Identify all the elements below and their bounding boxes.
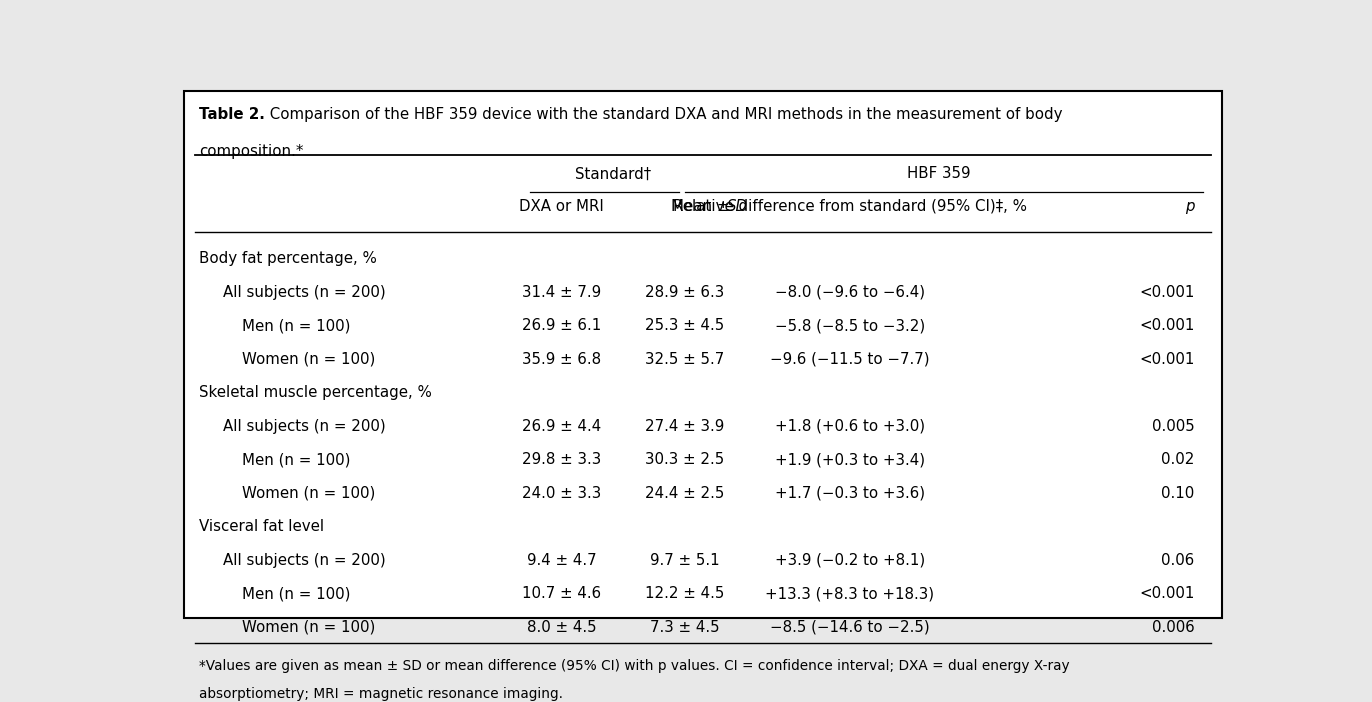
Text: 9.7 ± 5.1: 9.7 ± 5.1 [650, 553, 720, 568]
Text: Visceral fat level: Visceral fat level [199, 519, 324, 534]
Text: 12.2 ± 4.5: 12.2 ± 4.5 [645, 586, 724, 602]
Text: 24.4 ± 2.5: 24.4 ± 2.5 [645, 486, 724, 501]
Text: Standard†: Standard† [575, 166, 650, 181]
Text: 29.8 ± 3.3: 29.8 ± 3.3 [523, 452, 601, 468]
Text: Mean ±: Mean ± [671, 199, 734, 214]
Text: 0.06: 0.06 [1161, 553, 1195, 568]
Text: absorptiometry; MRI = magnetic resonance imaging.: absorptiometry; MRI = magnetic resonance… [199, 687, 563, 701]
Text: 9.4 ± 4.7: 9.4 ± 4.7 [527, 553, 597, 568]
Text: −5.8 (−8.5 to −3.2): −5.8 (−8.5 to −3.2) [775, 318, 925, 333]
Text: <0.001: <0.001 [1139, 285, 1195, 300]
Text: 31.4 ± 7.9: 31.4 ± 7.9 [523, 285, 601, 300]
Text: −9.6 (−11.5 to −7.7): −9.6 (−11.5 to −7.7) [770, 352, 930, 367]
Text: 10.7 ± 4.6: 10.7 ± 4.6 [523, 586, 601, 602]
Text: Women (n = 100): Women (n = 100) [241, 352, 375, 367]
Text: Table 2.: Table 2. [199, 107, 265, 122]
Text: +3.9 (−0.2 to +8.1): +3.9 (−0.2 to +8.1) [775, 553, 925, 568]
Text: <0.001: <0.001 [1139, 318, 1195, 333]
Text: Women (n = 100): Women (n = 100) [241, 620, 375, 635]
Text: Relative difference from standard (95% CI)‡, %: Relative difference from standard (95% C… [672, 199, 1026, 214]
Text: Skeletal muscle percentage, %: Skeletal muscle percentage, % [199, 385, 432, 400]
Text: HBF 359: HBF 359 [907, 166, 970, 181]
Text: *Values are given as mean ± SD or mean difference (95% CI) with p values. CI = c: *Values are given as mean ± SD or mean d… [199, 659, 1070, 673]
Text: All subjects (n = 200): All subjects (n = 200) [222, 285, 386, 300]
Text: +1.9 (+0.3 to +3.4): +1.9 (+0.3 to +3.4) [775, 452, 925, 468]
Text: 26.9 ± 4.4: 26.9 ± 4.4 [523, 419, 601, 434]
Text: 35.9 ± 6.8: 35.9 ± 6.8 [523, 352, 601, 367]
Text: composition.*: composition.* [199, 144, 303, 159]
Text: 25.3 ± 4.5: 25.3 ± 4.5 [645, 318, 724, 333]
Text: 7.3 ± 4.5: 7.3 ± 4.5 [650, 620, 720, 635]
Text: −8.5 (−14.6 to −2.5): −8.5 (−14.6 to −2.5) [770, 620, 930, 635]
Text: Men (n = 100): Men (n = 100) [241, 586, 350, 602]
Text: 32.5 ± 5.7: 32.5 ± 5.7 [645, 352, 724, 367]
Text: 0.02: 0.02 [1161, 452, 1195, 468]
Text: 27.4 ± 3.9: 27.4 ± 3.9 [645, 419, 724, 434]
Text: Women (n = 100): Women (n = 100) [241, 486, 375, 501]
Text: +1.7 (−0.3 to +3.6): +1.7 (−0.3 to +3.6) [775, 486, 925, 501]
Text: 0.10: 0.10 [1161, 486, 1195, 501]
Text: 0.006: 0.006 [1151, 620, 1195, 635]
Text: +1.8 (+0.6 to +3.0): +1.8 (+0.6 to +3.0) [775, 419, 925, 434]
Text: All subjects (n = 200): All subjects (n = 200) [222, 419, 386, 434]
Text: 24.0 ± 3.3: 24.0 ± 3.3 [523, 486, 601, 501]
Text: 26.9 ± 6.1: 26.9 ± 6.1 [523, 318, 601, 333]
FancyBboxPatch shape [184, 91, 1222, 618]
Text: Men (n = 100): Men (n = 100) [241, 318, 350, 333]
Text: <0.001: <0.001 [1139, 352, 1195, 367]
Text: 28.9 ± 6.3: 28.9 ± 6.3 [645, 285, 724, 300]
Text: Comparison of the HBF 359 device with the standard DXA and MRI methods in the me: Comparison of the HBF 359 device with th… [265, 107, 1062, 122]
Text: DXA or MRI: DXA or MRI [520, 199, 604, 214]
Text: SD: SD [727, 199, 748, 214]
Text: p: p [1185, 199, 1195, 214]
Text: <0.001: <0.001 [1139, 586, 1195, 602]
Text: 8.0 ± 4.5: 8.0 ± 4.5 [527, 620, 597, 635]
Text: Men (n = 100): Men (n = 100) [241, 452, 350, 468]
Text: −8.0 (−9.6 to −6.4): −8.0 (−9.6 to −6.4) [775, 285, 925, 300]
Text: 30.3 ± 2.5: 30.3 ± 2.5 [645, 452, 724, 468]
Text: All subjects (n = 200): All subjects (n = 200) [222, 553, 386, 568]
Text: Body fat percentage, %: Body fat percentage, % [199, 251, 377, 266]
Text: +13.3 (+8.3 to +18.3): +13.3 (+8.3 to +18.3) [766, 586, 934, 602]
Text: 0.005: 0.005 [1151, 419, 1195, 434]
